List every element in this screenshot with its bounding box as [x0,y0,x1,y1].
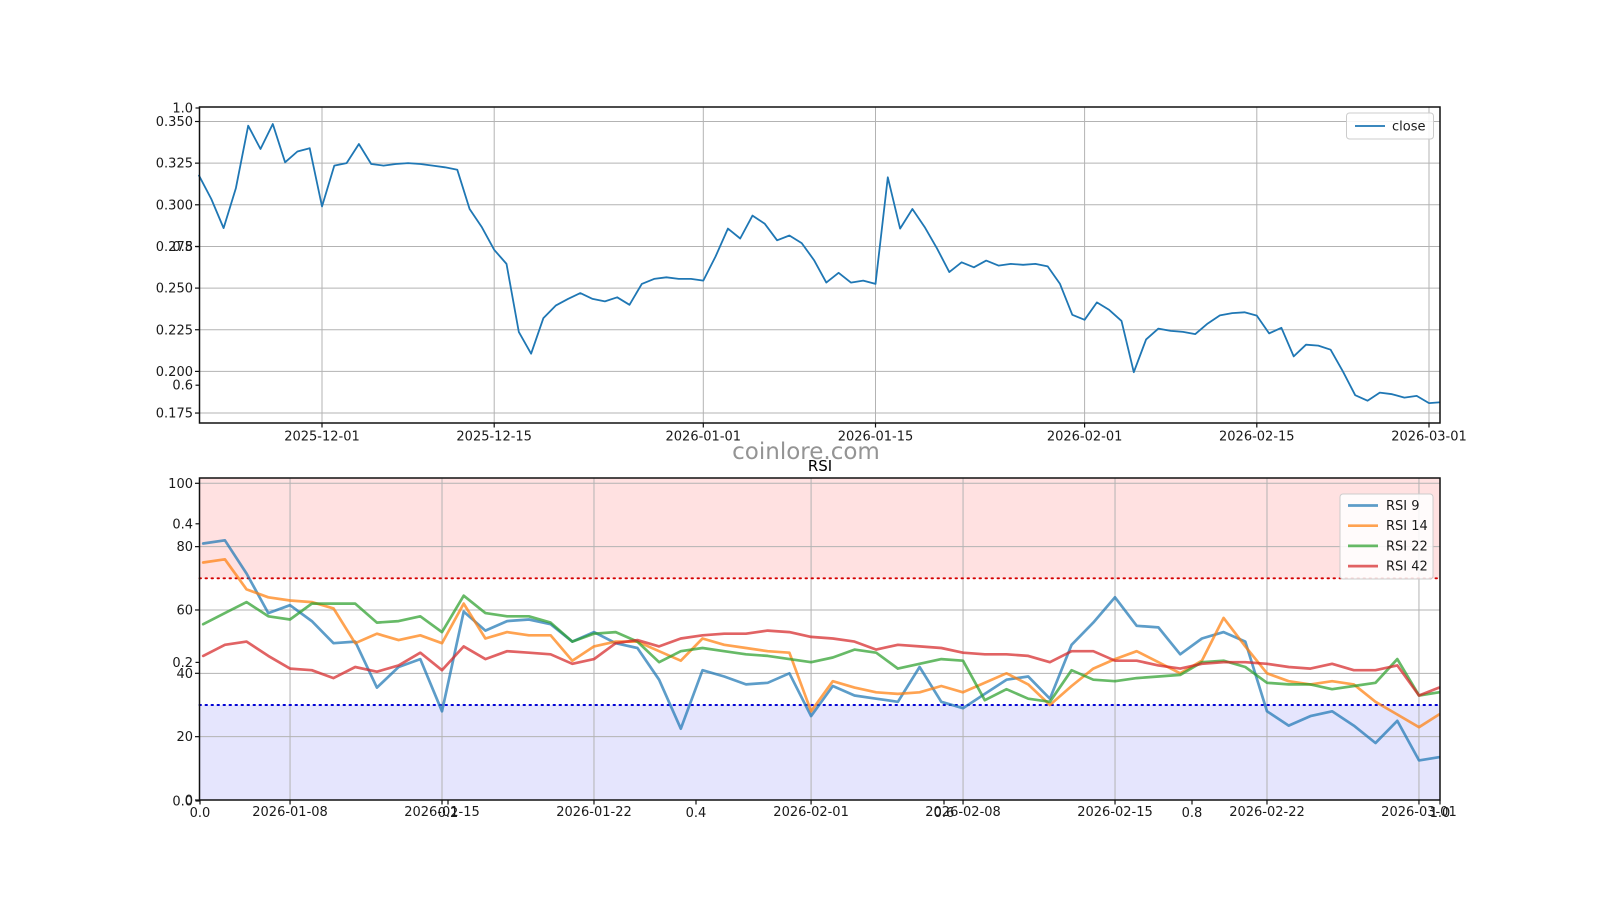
close-line [198,123,1440,405]
watermark: coinlore.com [732,439,880,465]
ticks-layer: 2025-12-01 2025-12-15 2026-01-01 2026-01-15… [156,115,1467,820]
rsi-legend: RSI 9 RSI 14 RSI 22 RSI 42 [1339,493,1434,580]
hidden-y-tick-label: 0.6 [172,379,193,394]
reference-lines-layer [198,577,1441,706]
x-tick-label: 2026-02-15 [1077,805,1153,820]
hidden-x-tick-label: 0.4 [686,806,707,821]
x-tick-label: 2026-03-01 [1381,805,1457,820]
y-tick-label: 0 [185,794,193,809]
x-tick-label: 2026-02-08 [925,805,1001,820]
x-tick-label: 2026-01-08 [252,805,328,820]
y-tick-label: 40 [176,667,193,682]
y-tick-label: 100 [168,477,193,492]
rsi-9-legend-label: RSI 9 [1386,499,1420,514]
x-tick-label: 2026-03-01 [1391,430,1467,445]
y-tick-label: 0.350 [156,115,193,130]
y-tick-label: 80 [176,540,193,555]
hidden-x-tick-label: 1.0 [1430,806,1451,821]
overbought-band [199,478,1440,579]
hidden-x-tick-label: 0.6 [934,806,955,821]
bands-layer [199,478,1440,800]
grid-layer [199,107,1440,800]
oversold-band [199,704,1440,800]
rsi-42-line [201,629,1441,697]
close-legend-label: close [1392,120,1425,135]
x-tick-label: 2026-01-15 [838,430,914,445]
rsi-42-legend-label: RSI 42 [1386,560,1428,575]
hidden-y-tick-label: 0.2 [172,656,193,671]
hidden-y-tick-label: 1.0 [172,102,193,117]
y-tick-label: 0.250 [156,282,193,297]
legends-layer: close RSI 9 RSI 14 RSI 22 RSI 42 [1339,112,1434,580]
x-tick-label: 2026-01-22 [556,805,632,820]
x-tick-label: 2025-12-15 [456,430,532,445]
x-tick-label: 2026-02-01 [1047,430,1123,445]
x-tick-label: 2025-12-01 [284,430,360,445]
hidden-x-tick-label: 0.2 [438,806,459,821]
y-tick-label: 0.325 [156,157,193,172]
rsi-chart-title: RSI [808,457,832,475]
rsi-14-legend-label: RSI 14 [1386,519,1428,534]
spines-layer [198,106,1441,801]
rsi-22-legend-label: RSI 22 [1386,539,1428,554]
y-tick-label: 0.200 [156,365,193,380]
hidden-x-tick-label: 0.8 [1182,806,1203,821]
price-legend: close [1346,112,1434,140]
hidden-y-tick-label: 0.8 [172,240,193,255]
x-tick-label: 2026-01-01 [666,430,742,445]
x-tick-label: 2026-02-22 [1229,805,1305,820]
x-tick-label: 2026-02-15 [1219,430,1295,445]
y-tick-label: 60 [176,603,193,618]
hidden-x-tick-label: 0.0 [190,806,211,821]
legend-box [1346,112,1434,140]
hidden-y-tick-label: 0.0 [172,795,193,810]
hidden-y-tick-label: 0.4 [172,517,193,532]
hidden-axis-layer: 0.0 0.2 0.4 0.6 0.8 1.0 0.0 0.2 0.4 0.6 0.8 1.0 [172,102,1450,822]
legend-box [1339,493,1434,580]
rsi-14-line [201,557,1441,729]
y-tick-label: 0.300 [156,198,193,213]
y-tick-label: 0.275 [156,240,193,255]
series-layer [198,123,1441,762]
y-tick-label: 20 [176,730,193,745]
y-tick-label: 0.225 [156,323,193,338]
y-tick-label: 0.175 [156,407,193,422]
rsi-axes-box [198,477,1441,801]
x-tick-label: 2026-02-01 [773,805,849,820]
rsi-22-line [201,594,1441,704]
x-tick-label: 2026-01-15 [404,805,480,820]
price-axes-box [198,106,1441,424]
rsi-9-line [201,538,1441,762]
